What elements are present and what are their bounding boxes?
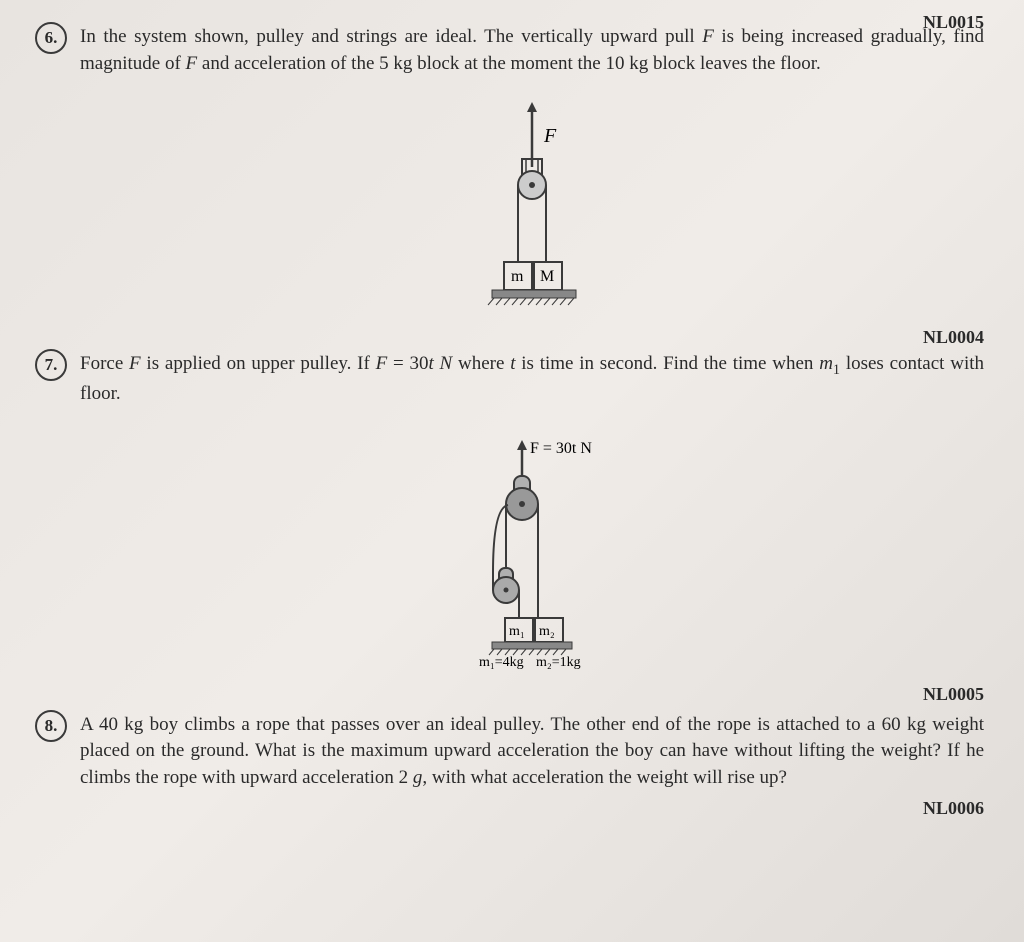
- question-number-8: 8.: [35, 710, 67, 742]
- q6-t1: In the system shown, pulley and strings …: [80, 26, 702, 47]
- pulley-diagram-6: F m M: [462, 97, 602, 317]
- mass2-label: m₂=1kg: [536, 655, 581, 670]
- force-label-7: F = 30t N: [530, 440, 592, 457]
- question-text-7: Force F is applied on upper pulley. If F…: [80, 347, 984, 407]
- q7-t2: is applied on upper pulley. If: [141, 353, 376, 374]
- question-text-8: A 40 kg boy climbs a rope that passes ov…: [80, 708, 984, 792]
- variable-F: F: [376, 353, 388, 374]
- variable-F: F: [186, 53, 198, 74]
- question-code-2: NL0006: [923, 798, 984, 819]
- pulley-diagram-7: F = 30t N m₁ m₂: [432, 428, 632, 678]
- variable-m1: m: [819, 353, 833, 374]
- variable-F: F: [129, 353, 141, 374]
- force-F-label: F: [543, 125, 557, 147]
- sub-1: 1: [833, 362, 840, 378]
- diagram-7: F = 30t N m₁ m₂: [80, 428, 984, 678]
- q7-t5: is time in second. Find the time when: [515, 353, 819, 374]
- q7-t4: where: [452, 353, 510, 374]
- block-m2-label: m₂: [539, 624, 555, 639]
- question-code: NL0015: [923, 12, 984, 33]
- block-m1-label: m₁: [509, 624, 525, 639]
- question-text-6: In the system shown, pulley and strings …: [80, 20, 984, 77]
- q7-t3: = 30: [387, 353, 428, 374]
- block-m-label: m: [511, 268, 524, 285]
- variable-t: t N: [429, 353, 453, 374]
- question-8: NL0005 8. A 40 kg boy climbs a rope that…: [80, 708, 984, 792]
- question-number-7: 7.: [35, 349, 67, 381]
- question-6: NL0015 6. In the system shown, pulley an…: [80, 20, 984, 317]
- question-code: NL0004: [923, 327, 984, 348]
- question-7: NL0004 7. Force F is applied on upper pu…: [80, 347, 984, 677]
- variable-F: F: [702, 26, 714, 47]
- q7-t1: Force: [80, 353, 129, 374]
- q6-t3: and acceleration of the 5 kg block at th…: [197, 53, 821, 74]
- question-number-6: 6.: [35, 22, 67, 54]
- mass1-label: m₁=4kg: [479, 655, 524, 670]
- question-code: NL0005: [923, 684, 984, 705]
- diagram-6: F m M: [80, 97, 984, 317]
- block-M-label: M: [540, 268, 554, 285]
